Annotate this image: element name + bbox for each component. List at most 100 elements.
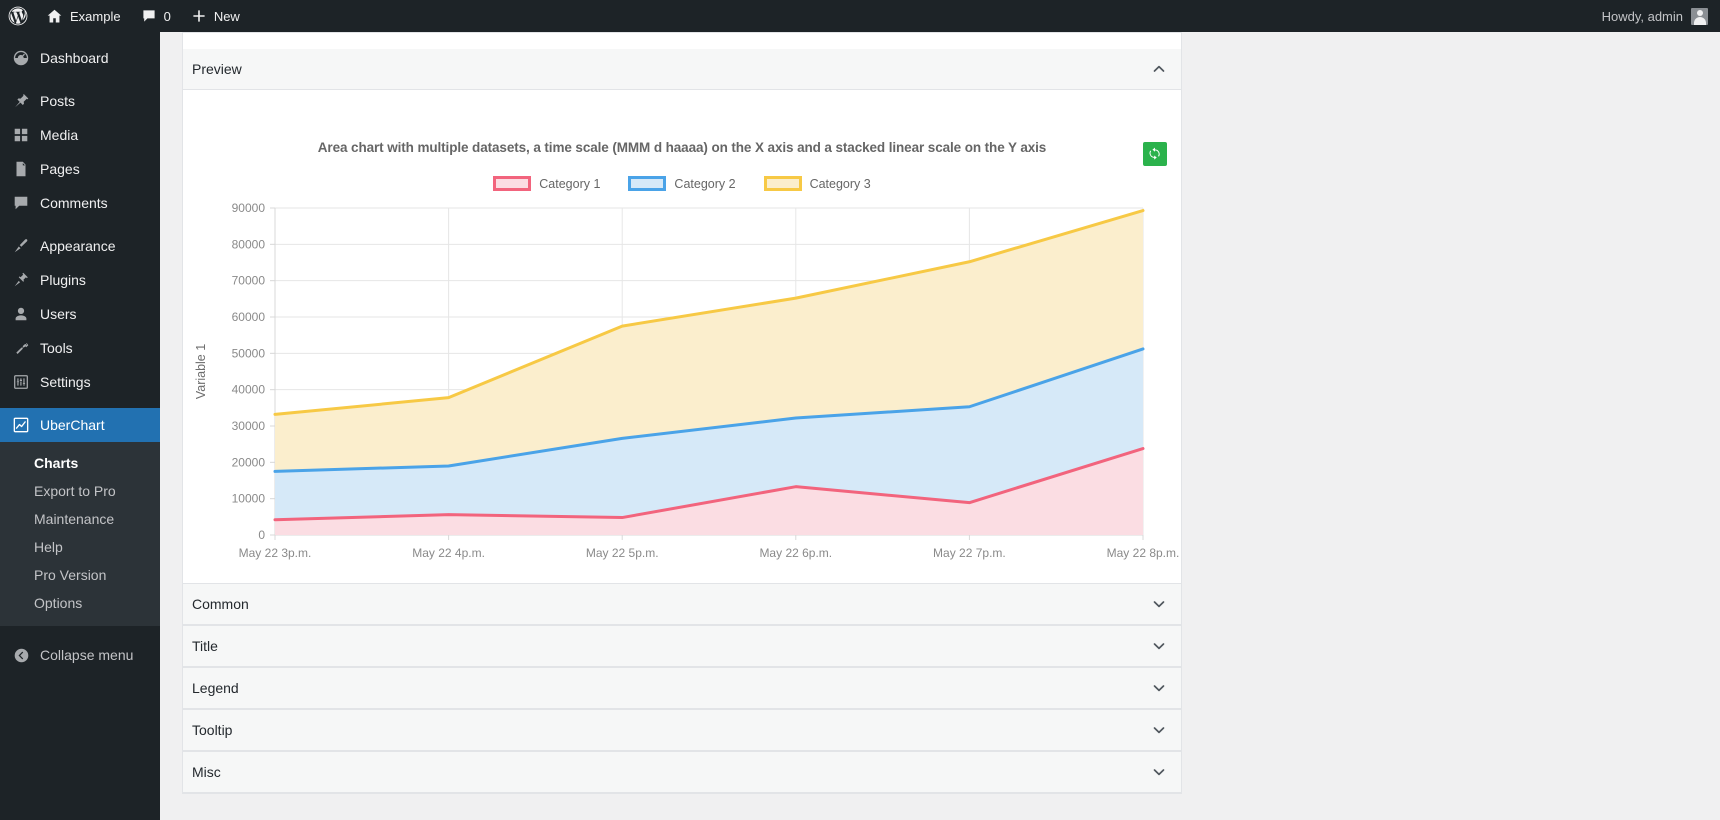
chevron-down-icon[interactable] (1151, 764, 1167, 780)
area-chart-svg: 0 10000 20000 30000 40000 50000 60000 70000 8000… (194, 201, 1180, 560)
legend-swatch (628, 176, 667, 191)
sidebar-item-label: UberChart (40, 417, 105, 433)
sidebar-item-tools[interactable]: Tools (0, 331, 160, 365)
sidebar-item-appearance[interactable]: Appearance (0, 229, 160, 263)
misc-panel-header[interactable]: Misc (183, 752, 1181, 793)
svg-text:May 22 8p.m.: May 22 8p.m. (1107, 546, 1180, 560)
legend-item-category-3[interactable]: Category 3 (763, 176, 871, 191)
submenu-item-pro-version[interactable]: Pro Version (34, 567, 107, 583)
svg-text:30000: 30000 (232, 419, 266, 433)
brush-icon (11, 236, 31, 256)
legend-label: Category 1 (539, 176, 601, 191)
svg-text:0: 0 (258, 528, 265, 542)
chart-icon (11, 415, 31, 435)
page-icon (11, 159, 31, 179)
refresh-chart-button[interactable] (1143, 142, 1167, 166)
plug-icon (11, 270, 31, 290)
chevron-up-icon[interactable] (1151, 61, 1167, 77)
comment-icon (11, 193, 31, 213)
legend-panel-header[interactable]: Legend (183, 668, 1181, 709)
common-panel: Common (182, 584, 1182, 626)
tooltip-panel-header[interactable]: Tooltip (183, 710, 1181, 751)
preview-panel-header[interactable]: Preview (183, 49, 1181, 90)
home-icon (46, 8, 63, 25)
howdy-label: Howdy, admin (1601, 8, 1683, 24)
legend-label: Category 2 (674, 176, 736, 191)
submenu-item-options[interactable]: Options (34, 595, 83, 611)
sidebar-item-plugins[interactable]: Plugins (0, 263, 160, 297)
sidebar-item-posts[interactable]: Posts (0, 84, 160, 118)
comment-bubble-icon (141, 8, 157, 24)
sidebar-item-label: Comments (40, 195, 108, 211)
legend-panel: Legend (182, 668, 1182, 710)
admin-sidebar: Dashboard Posts Media Pages (0, 32, 168, 820)
svg-text:May 22 3p.m.: May 22 3p.m. (239, 546, 312, 560)
svg-text:Variable 1: Variable 1 (194, 344, 208, 399)
sidebar-item-label: Users (40, 306, 77, 322)
chevron-down-icon[interactable] (1151, 638, 1167, 654)
svg-text:40000: 40000 (232, 383, 266, 397)
comments-button[interactable]: 0 (131, 0, 181, 32)
media-icon (11, 125, 31, 145)
legend-label: Category 3 (809, 176, 871, 191)
menu-separator (0, 399, 160, 408)
sidebar-item-settings[interactable]: Settings (0, 365, 160, 399)
legend-swatch (763, 176, 802, 191)
legend-item-category-1[interactable]: Category 1 (493, 176, 600, 191)
collapse-menu-label: Collapse menu (40, 647, 134, 663)
svg-text:20000: 20000 (232, 455, 266, 469)
account-menu[interactable]: Howdy, admin (1601, 7, 1720, 25)
panel-top-strip (182, 32, 1182, 49)
wordpress-logo-button[interactable] (0, 0, 36, 32)
svg-text:May 22 4p.m.: May 22 4p.m. (412, 546, 485, 560)
chevron-down-icon[interactable] (1151, 722, 1167, 738)
sidebar-item-label: Tools (40, 340, 73, 356)
new-label: New (213, 8, 240, 24)
menu-separator (0, 75, 160, 84)
sidebar-item-users[interactable]: Users (0, 297, 160, 331)
admin-bar: Example 0 New Howdy, admin (0, 0, 1720, 32)
svg-text:60000: 60000 (232, 310, 266, 324)
sidebar-item-label: Media (40, 127, 79, 143)
collapse-arrow-icon (11, 645, 31, 665)
common-panel-title: Common (192, 596, 249, 612)
refresh-icon (1147, 146, 1163, 162)
collapse-menu-button[interactable]: Collapse menu (0, 638, 160, 672)
chevron-down-icon[interactable] (1151, 596, 1167, 612)
sidebar-item-label: Dashboard (40, 50, 109, 66)
submenu-item-export-to-pro[interactable]: Export to Pro (34, 483, 116, 499)
chart-plot-area: 0 10000 20000 30000 40000 50000 60000 70000 8000… (183, 200, 1181, 583)
plus-icon (191, 8, 207, 24)
site-name-label: Example (70, 8, 121, 24)
sidebar-item-uberchart[interactable]: UberChart (0, 408, 168, 442)
chart-legend: Category 1 Category 2 Category 3 (183, 176, 1181, 191)
svg-text:May 22 6p.m.: May 22 6p.m. (759, 546, 832, 560)
chevron-down-icon[interactable] (1151, 680, 1167, 696)
title-panel-title: Title (192, 638, 218, 654)
title-panel: Title (182, 626, 1182, 668)
wordpress-logo-icon (8, 6, 28, 26)
legend-item-category-2[interactable]: Category 2 (628, 176, 736, 191)
preview-panel-title: Preview (192, 61, 242, 77)
submenu-item-charts[interactable]: Charts (34, 455, 79, 471)
user-icon (11, 304, 31, 324)
sidebar-item-dashboard[interactable]: Dashboard (0, 41, 160, 75)
common-panel-header[interactable]: Common (183, 584, 1181, 625)
avatar (1691, 7, 1708, 25)
comment-count: 0 (163, 8, 171, 24)
sidebar-item-comments[interactable]: Comments (0, 186, 160, 220)
new-content-button[interactable]: New (181, 0, 250, 32)
sidebar-item-pages[interactable]: Pages (0, 152, 160, 186)
misc-panel-title: Misc (192, 764, 221, 780)
submenu-item-maintenance[interactable]: Maintenance (34, 511, 115, 527)
misc-panel: Misc (182, 752, 1182, 794)
site-name-button[interactable]: Example (36, 0, 131, 32)
sidebar-item-label: Pages (40, 161, 80, 177)
menu-top-spacer (0, 32, 160, 41)
sidebar-item-label: Settings (40, 374, 91, 390)
sidebar-item-media[interactable]: Media (0, 118, 160, 152)
title-panel-header[interactable]: Title (183, 626, 1181, 667)
legend-panel-title: Legend (192, 680, 239, 696)
chart-title: Area chart with multiple datasets, a tim… (317, 140, 1047, 155)
submenu-item-help[interactable]: Help (34, 539, 63, 555)
